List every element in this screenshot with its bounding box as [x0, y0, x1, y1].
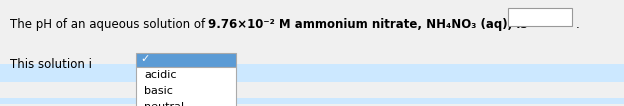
Bar: [0, 98, 624, 104]
Text: .: .: [576, 18, 580, 31]
Bar: [508, 8, 572, 26]
Bar: [0, 64, 624, 82]
Text: The pH of an aqueous solution of: The pH of an aqueous solution of: [10, 18, 209, 31]
Bar: [136, 53, 236, 67]
Text: This solution i: This solution i: [10, 58, 92, 71]
Text: basic: basic: [144, 86, 173, 96]
Text: ✓: ✓: [140, 54, 149, 64]
Text: neutral: neutral: [144, 102, 184, 106]
Bar: [136, 67, 236, 106]
Text: 9.76×10⁻² M ammonium nitrate, NH₄NO₃ (aq), is: 9.76×10⁻² M ammonium nitrate, NH₄NO₃ (aq…: [208, 18, 527, 31]
Text: acidic: acidic: [144, 70, 177, 80]
